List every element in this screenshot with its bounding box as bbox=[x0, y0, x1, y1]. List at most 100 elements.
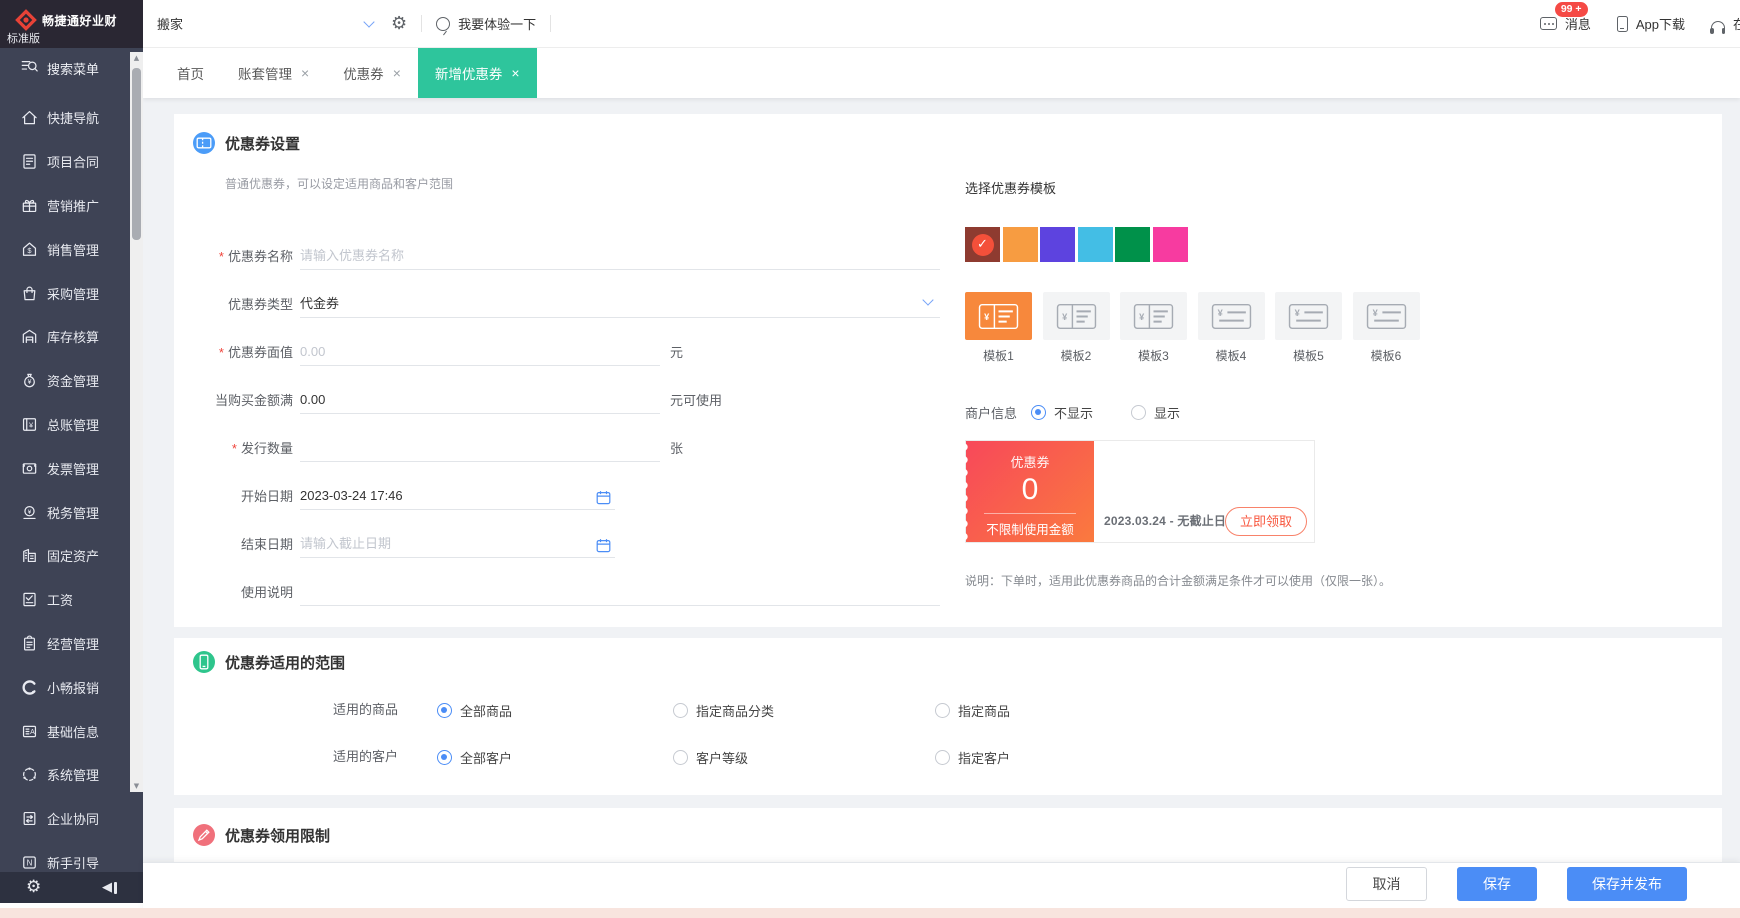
sidebar-footer: ⚙ ◀ bbox=[0, 872, 143, 903]
template-thumbnails: ¥ 模板1 ¥ 模板2 ¥ 模板3 ¥ 模板4 ¥ 模板5 ¥ 模板6 bbox=[965, 292, 1420, 364]
customers-scope-radio[interactable]: 指定客户 bbox=[935, 746, 1010, 768]
experience-button[interactable]: 我要体验一下 bbox=[436, 14, 536, 33]
usage-note-row: 使用说明 bbox=[174, 580, 1722, 606]
min-amount-input[interactable]: 0.00 bbox=[300, 388, 660, 414]
color-swatch[interactable] bbox=[1002, 227, 1038, 262]
color-swatch[interactable] bbox=[1077, 227, 1113, 262]
sidebar-item[interactable]: 采购管理 bbox=[0, 271, 129, 315]
tab[interactable]: 首页 bbox=[177, 67, 204, 82]
unit-label: 元 bbox=[670, 345, 684, 360]
sidebar-scrollbar[interactable]: ▲ ▼ bbox=[130, 52, 143, 792]
svg-text:$: $ bbox=[27, 246, 32, 255]
sidebar-item[interactable]: 营销推广 bbox=[0, 184, 129, 228]
calendar-icon[interactable] bbox=[596, 538, 611, 553]
sidebar-item[interactable]: ¥ 税务管理 bbox=[0, 490, 129, 534]
sidebar-item[interactable]: ¥ 总账管理 bbox=[0, 403, 129, 447]
color-swatch[interactable] bbox=[1040, 227, 1075, 262]
scrollbar-thumb[interactable] bbox=[132, 68, 141, 240]
coupon-type-input[interactable]: 代金券 bbox=[300, 292, 940, 318]
sidebar-item[interactable]: 工资 bbox=[0, 578, 129, 622]
coupon-note: 说明：下单时，适用此优惠券商品的合计金额满足条件才可以使用（仅限一张）。 bbox=[965, 574, 1392, 588]
customers-scope-radio[interactable]: 全部客户 bbox=[437, 746, 512, 768]
divider bbox=[421, 15, 423, 32]
collapse-sidebar-icon[interactable]: ◀ bbox=[102, 881, 117, 894]
svg-text:A: A bbox=[30, 729, 35, 736]
sidebar-item[interactable]: 快捷导航 bbox=[0, 96, 129, 140]
face-value-input[interactable]: 0.00 bbox=[300, 340, 660, 366]
template-option[interactable]: ¥ 模板2 bbox=[1042, 292, 1110, 364]
home-icon bbox=[21, 109, 38, 126]
end-date-input[interactable]: 请输入截止日期 bbox=[300, 532, 615, 558]
sidebar-item[interactable]: N 新手引导 bbox=[0, 841, 129, 885]
color-swatch[interactable]: ✓ bbox=[965, 227, 1000, 262]
workspace-select[interactable]: 搬家 bbox=[157, 14, 375, 33]
template-option[interactable]: ¥ 模板4 bbox=[1197, 292, 1265, 364]
gear-icon[interactable]: ⚙ bbox=[391, 12, 408, 34]
sidebar-item[interactable]: A 基础信息 bbox=[0, 709, 129, 753]
message-count-badge: 99 + bbox=[1553, 1, 1589, 18]
coupon-type-row: 优惠券类型 代金券 bbox=[174, 292, 1722, 318]
sidebar-item[interactable]: 发票管理 bbox=[0, 446, 129, 490]
template-option[interactable]: ¥ 模板5 bbox=[1275, 292, 1342, 364]
messages-button[interactable]: 消息 99 + bbox=[1539, 1, 1591, 33]
sidebar-item[interactable]: 小畅报销 bbox=[0, 665, 129, 709]
sidebar-item[interactable]: 系统管理 bbox=[0, 753, 129, 797]
close-icon[interactable]: × bbox=[392, 65, 401, 81]
calendar-icon[interactable] bbox=[596, 490, 611, 505]
coupon-name-input[interactable]: 请输入优惠券名称 bbox=[300, 244, 940, 270]
radio-icon bbox=[1031, 404, 1047, 420]
template-option[interactable]: ¥ 模板3 bbox=[1120, 292, 1187, 364]
app-download-button[interactable]: App下载 bbox=[1616, 14, 1685, 33]
claim-now-button[interactable]: 立即领取 bbox=[1224, 507, 1307, 536]
sidebar-item[interactable]: 企业协同 bbox=[0, 797, 129, 841]
online-service-button[interactable]: 在 bbox=[1710, 14, 1740, 34]
radio-icon bbox=[673, 702, 688, 718]
template-option[interactable]: ¥ 模板1 bbox=[965, 292, 1032, 364]
color-swatch[interactable] bbox=[1152, 227, 1188, 262]
sidebar-item[interactable]: 经营管理 bbox=[0, 622, 129, 666]
save-button[interactable]: 保存 bbox=[1457, 867, 1537, 901]
tax-icon: ¥ bbox=[21, 504, 38, 521]
usage-note-input[interactable] bbox=[300, 580, 940, 606]
unit-label: 元可使用 bbox=[670, 393, 723, 408]
chevron-down-icon[interactable] bbox=[922, 294, 934, 306]
svg-text:¥: ¥ bbox=[1217, 307, 1223, 317]
min-amount-row: 当购买金额满 0.00 元可使用 bbox=[174, 388, 1722, 414]
products-scope-radio[interactable]: 指定商品分类 bbox=[673, 699, 774, 721]
scroll-down-icon[interactable]: ▼ bbox=[133, 782, 140, 790]
tab[interactable]: 优惠券 × bbox=[343, 65, 401, 82]
start-date-input[interactable]: 2023-03-24 17:46 bbox=[300, 484, 615, 510]
section-title: 优惠券领用限制 bbox=[225, 827, 331, 845]
sidebar-item[interactable]: 项目合同 bbox=[0, 140, 129, 184]
close-icon[interactable]: × bbox=[301, 65, 310, 81]
settings-gear-icon[interactable]: ⚙ bbox=[26, 877, 42, 897]
ledger-icon: ¥ bbox=[21, 416, 38, 433]
save-publish-button[interactable]: 保存并发布 bbox=[1567, 867, 1687, 901]
issue-count-input[interactable] bbox=[300, 436, 660, 462]
merchant-info-radio[interactable]: 显示 bbox=[1131, 403, 1180, 422]
customers-scope-radio[interactable]: 客户等级 bbox=[673, 746, 748, 768]
sidebar-item[interactable]: 固定资产 bbox=[0, 534, 129, 578]
balloon-icon bbox=[436, 16, 451, 31]
brand-logo: 畅捷通好业财 标准版 bbox=[0, 0, 143, 48]
products-scope-radio[interactable]: 全部商品 bbox=[437, 699, 512, 721]
field-label: 使用说明 bbox=[240, 585, 293, 600]
cancel-button[interactable]: 取消 bbox=[1346, 867, 1427, 901]
scroll-up-icon[interactable]: ▲ bbox=[133, 54, 140, 62]
sidebar-item-search-menu[interactable]: 搜索菜单 bbox=[0, 48, 129, 88]
coupon-limit-card: 优惠券领用限制 bbox=[174, 808, 1722, 862]
sidebar-item[interactable]: $ 销售管理 bbox=[0, 227, 129, 271]
template-option[interactable]: ¥ 模板6 bbox=[1352, 292, 1420, 364]
headset-icon bbox=[1710, 21, 1726, 34]
merchant-info-radio[interactable]: 不显示 bbox=[1031, 403, 1093, 422]
customers-scope-row: 适用的客户 全部客户 客户等级 指定客户 bbox=[174, 746, 1722, 768]
tab[interactable]: 新增优惠券 × bbox=[417, 48, 537, 98]
color-swatch[interactable] bbox=[1115, 227, 1150, 262]
check-icon: ✓ bbox=[971, 233, 994, 256]
tab[interactable]: 账套管理 × bbox=[238, 65, 310, 82]
close-icon[interactable]: × bbox=[511, 65, 520, 81]
sidebar-item[interactable]: 库存核算 bbox=[0, 315, 129, 359]
topbar: 搬家 ⚙ 我要体验一下 消息 99 + App下载 在 bbox=[143, 0, 1740, 48]
sidebar-item[interactable]: ¥ 资金管理 bbox=[0, 359, 129, 403]
products-scope-radio[interactable]: 指定商品 bbox=[935, 699, 1010, 721]
